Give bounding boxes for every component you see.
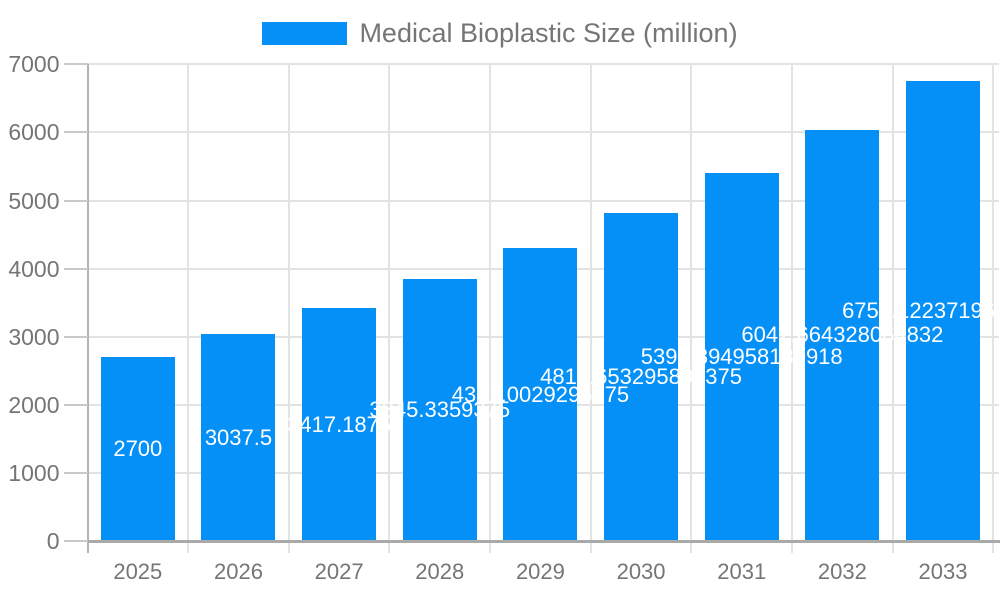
bar-value-label: 5397.894958130918 [640, 344, 843, 370]
x-tick-label: 2028 [415, 559, 465, 584]
y-tick [63, 63, 88, 66]
bar[interactable] [503, 248, 578, 542]
x-gridline [690, 64, 693, 554]
y-tick-label: 1000 [8, 460, 60, 487]
x-tick-label: 2033 [918, 559, 968, 584]
bar[interactable] [805, 129, 880, 542]
x-gridline [589, 64, 592, 554]
y-tick [63, 267, 88, 270]
x-tick-label: 2030 [616, 559, 666, 584]
x-gridline [992, 64, 995, 554]
y-axis-line [86, 64, 89, 554]
x-tick-label: 2029 [515, 559, 565, 584]
y-tick [63, 540, 88, 543]
bar[interactable] [302, 308, 377, 542]
bar[interactable] [604, 212, 679, 542]
x-gridline [891, 64, 894, 554]
y-gridline [87, 131, 1000, 134]
x-gridline [287, 64, 290, 554]
x-gridline [187, 64, 190, 554]
x-tick-label: 2031 [717, 559, 767, 584]
bar-value-label: 2700 [113, 436, 163, 462]
y-gridline [87, 199, 1000, 202]
x-tick-label: 2025 [113, 559, 163, 584]
x-axis-baseline [87, 540, 1000, 544]
legend-swatch [262, 21, 348, 45]
bar-value-label: 4301.0029296875 [451, 381, 630, 407]
y-tick [63, 404, 88, 407]
y-tick [63, 472, 88, 475]
bar-value-label: 3037.5 [204, 424, 273, 450]
x-tick-label: 2032 [817, 559, 867, 584]
bar[interactable] [201, 334, 276, 542]
bar-value-label: 6759.122371964832 [842, 298, 1000, 324]
y-tick [63, 131, 88, 134]
y-tick-label: 7000 [8, 51, 60, 78]
x-gridline [388, 64, 391, 554]
y-tick-label: 5000 [8, 187, 60, 214]
y-tick-label: 4000 [8, 255, 60, 282]
bar-value-label: 6042.664328064832 [741, 322, 944, 348]
bar[interactable] [906, 80, 981, 542]
bar[interactable] [100, 357, 175, 542]
x-tick-label: 2026 [213, 559, 263, 584]
y-gridline [87, 63, 1000, 66]
bar-value-label: 4818.653295804375 [540, 364, 743, 390]
bar[interactable] [704, 173, 779, 542]
y-tick-label: 2000 [8, 392, 60, 419]
y-tick-label: 3000 [8, 323, 60, 350]
legend: Medical Bioplastic Size (million) [0, 19, 1000, 47]
bar[interactable] [402, 279, 477, 542]
bar-value-label: 3845.3359375 [369, 397, 511, 423]
y-tick [63, 199, 88, 202]
legend-label: Medical Bioplastic Size (million) [359, 18, 738, 48]
x-gridline [489, 64, 492, 554]
bar-value-label: 3417.1875 [287, 411, 392, 437]
y-tick [63, 335, 88, 338]
y-tick-label: 0 [46, 528, 60, 555]
x-tick-label: 2027 [314, 559, 364, 584]
y-tick-label: 6000 [8, 119, 60, 146]
x-gridline [791, 64, 794, 554]
